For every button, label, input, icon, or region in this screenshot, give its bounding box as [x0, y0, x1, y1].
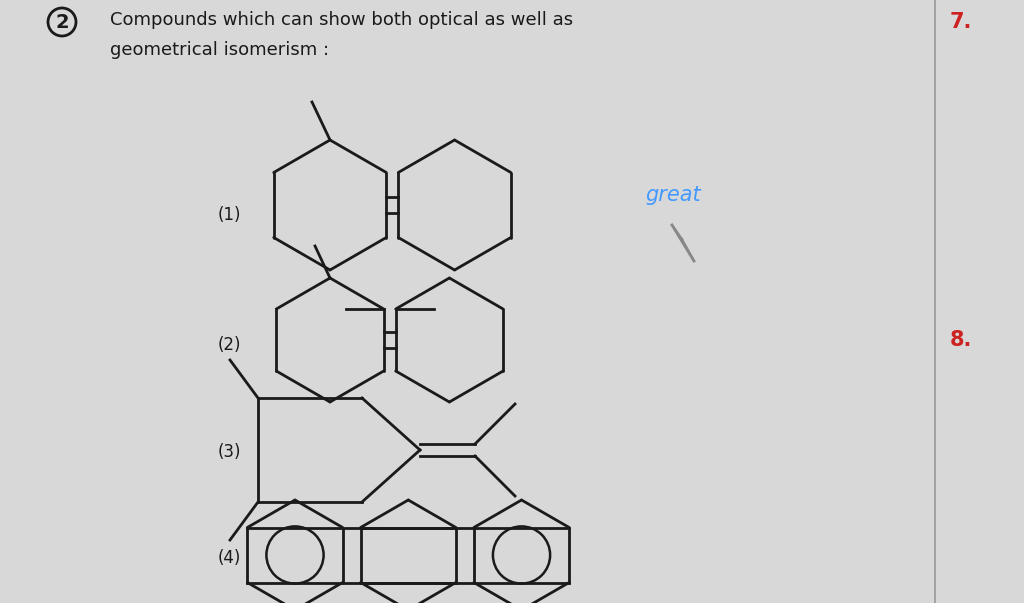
- Text: (3): (3): [218, 443, 242, 461]
- Text: 8.: 8.: [950, 330, 973, 350]
- Text: Compounds which can show both optical as well as: Compounds which can show both optical as…: [110, 11, 573, 29]
- Text: great: great: [645, 185, 700, 205]
- Text: 2: 2: [55, 13, 69, 31]
- Text: 7.: 7.: [950, 12, 973, 32]
- Text: (1): (1): [218, 206, 242, 224]
- Text: (4): (4): [218, 549, 242, 567]
- Text: geometrical isomerism :: geometrical isomerism :: [110, 41, 329, 59]
- Text: (2): (2): [218, 336, 242, 354]
